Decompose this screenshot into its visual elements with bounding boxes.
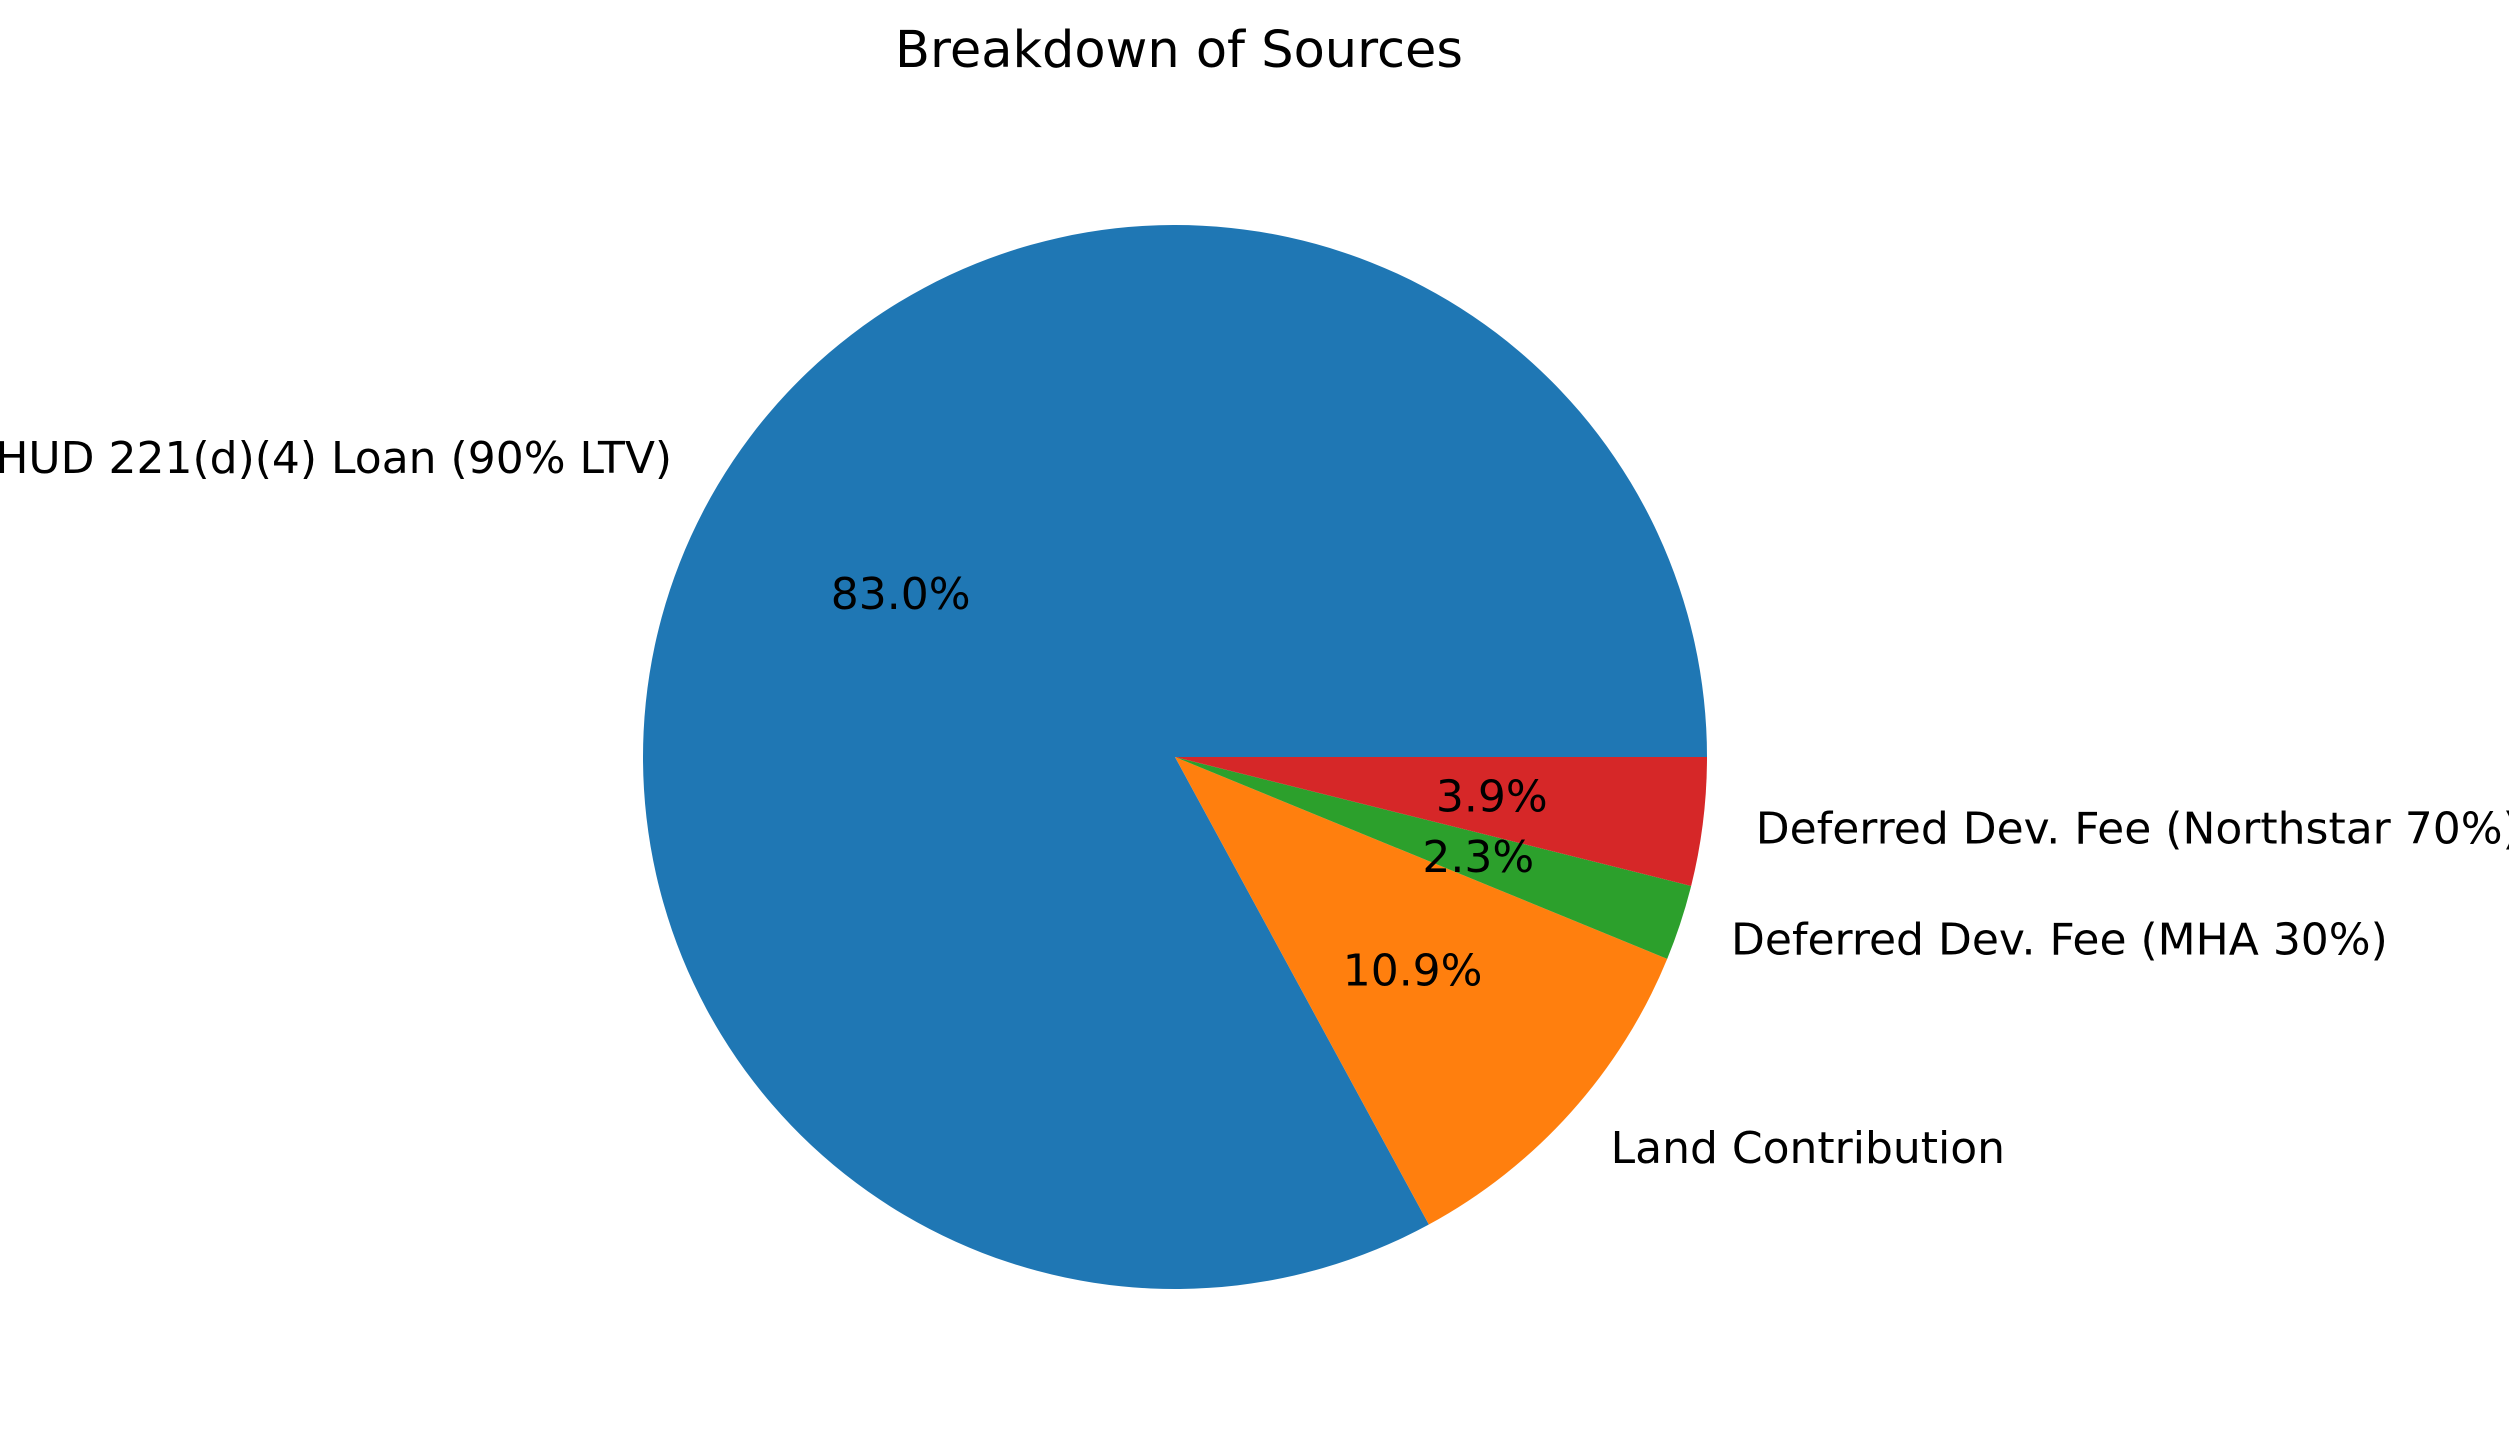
- slice-label-deferred-dev-fee-northstar-70: Deferred Dev. Fee (Northstar 70%): [1756, 803, 2509, 854]
- pie-percentage-labels: 83.0% 10.9% 2.3% 3.9%: [831, 569, 1548, 996]
- pie-slices: [643, 224, 1707, 1289]
- slice-label-deferred-dev-fee-mha-30: Deferred Dev. Fee (MHA 30%): [1731, 914, 2388, 965]
- slice-label-hud-221-d-4-loan-90-ltv: HUD 221(d)(4) Loan (90% LTV): [0, 433, 672, 484]
- pie-slice-labels: HUD 221(d)(4) Loan (90% LTV) Land Contrib…: [0, 433, 2509, 1174]
- pie-slice-deferred-dev-fee-mha-30: [1175, 757, 1692, 959]
- pct-label-land-contribution: 10.9%: [1343, 946, 1483, 997]
- slice-label-land-contribution: Land Contribution: [1611, 1123, 2005, 1174]
- pie-slice-deferred-dev-fee-northstar-70: [1175, 757, 1707, 886]
- pie-slice-hud-221-d-4-loan-90-ltv: [643, 224, 1707, 1289]
- pct-label-deferred-dev-fee-northstar-70: 3.9%: [1436, 771, 1548, 822]
- pct-label-deferred-dev-fee-mha-30: 2.3%: [1422, 832, 1534, 883]
- pct-label-hud-221-d-4-loan-90-ltv: 83.0%: [831, 569, 971, 620]
- chart-title: Breakdown of Sources: [895, 21, 1463, 80]
- pie-slice-land-contribution: [1175, 757, 1668, 1225]
